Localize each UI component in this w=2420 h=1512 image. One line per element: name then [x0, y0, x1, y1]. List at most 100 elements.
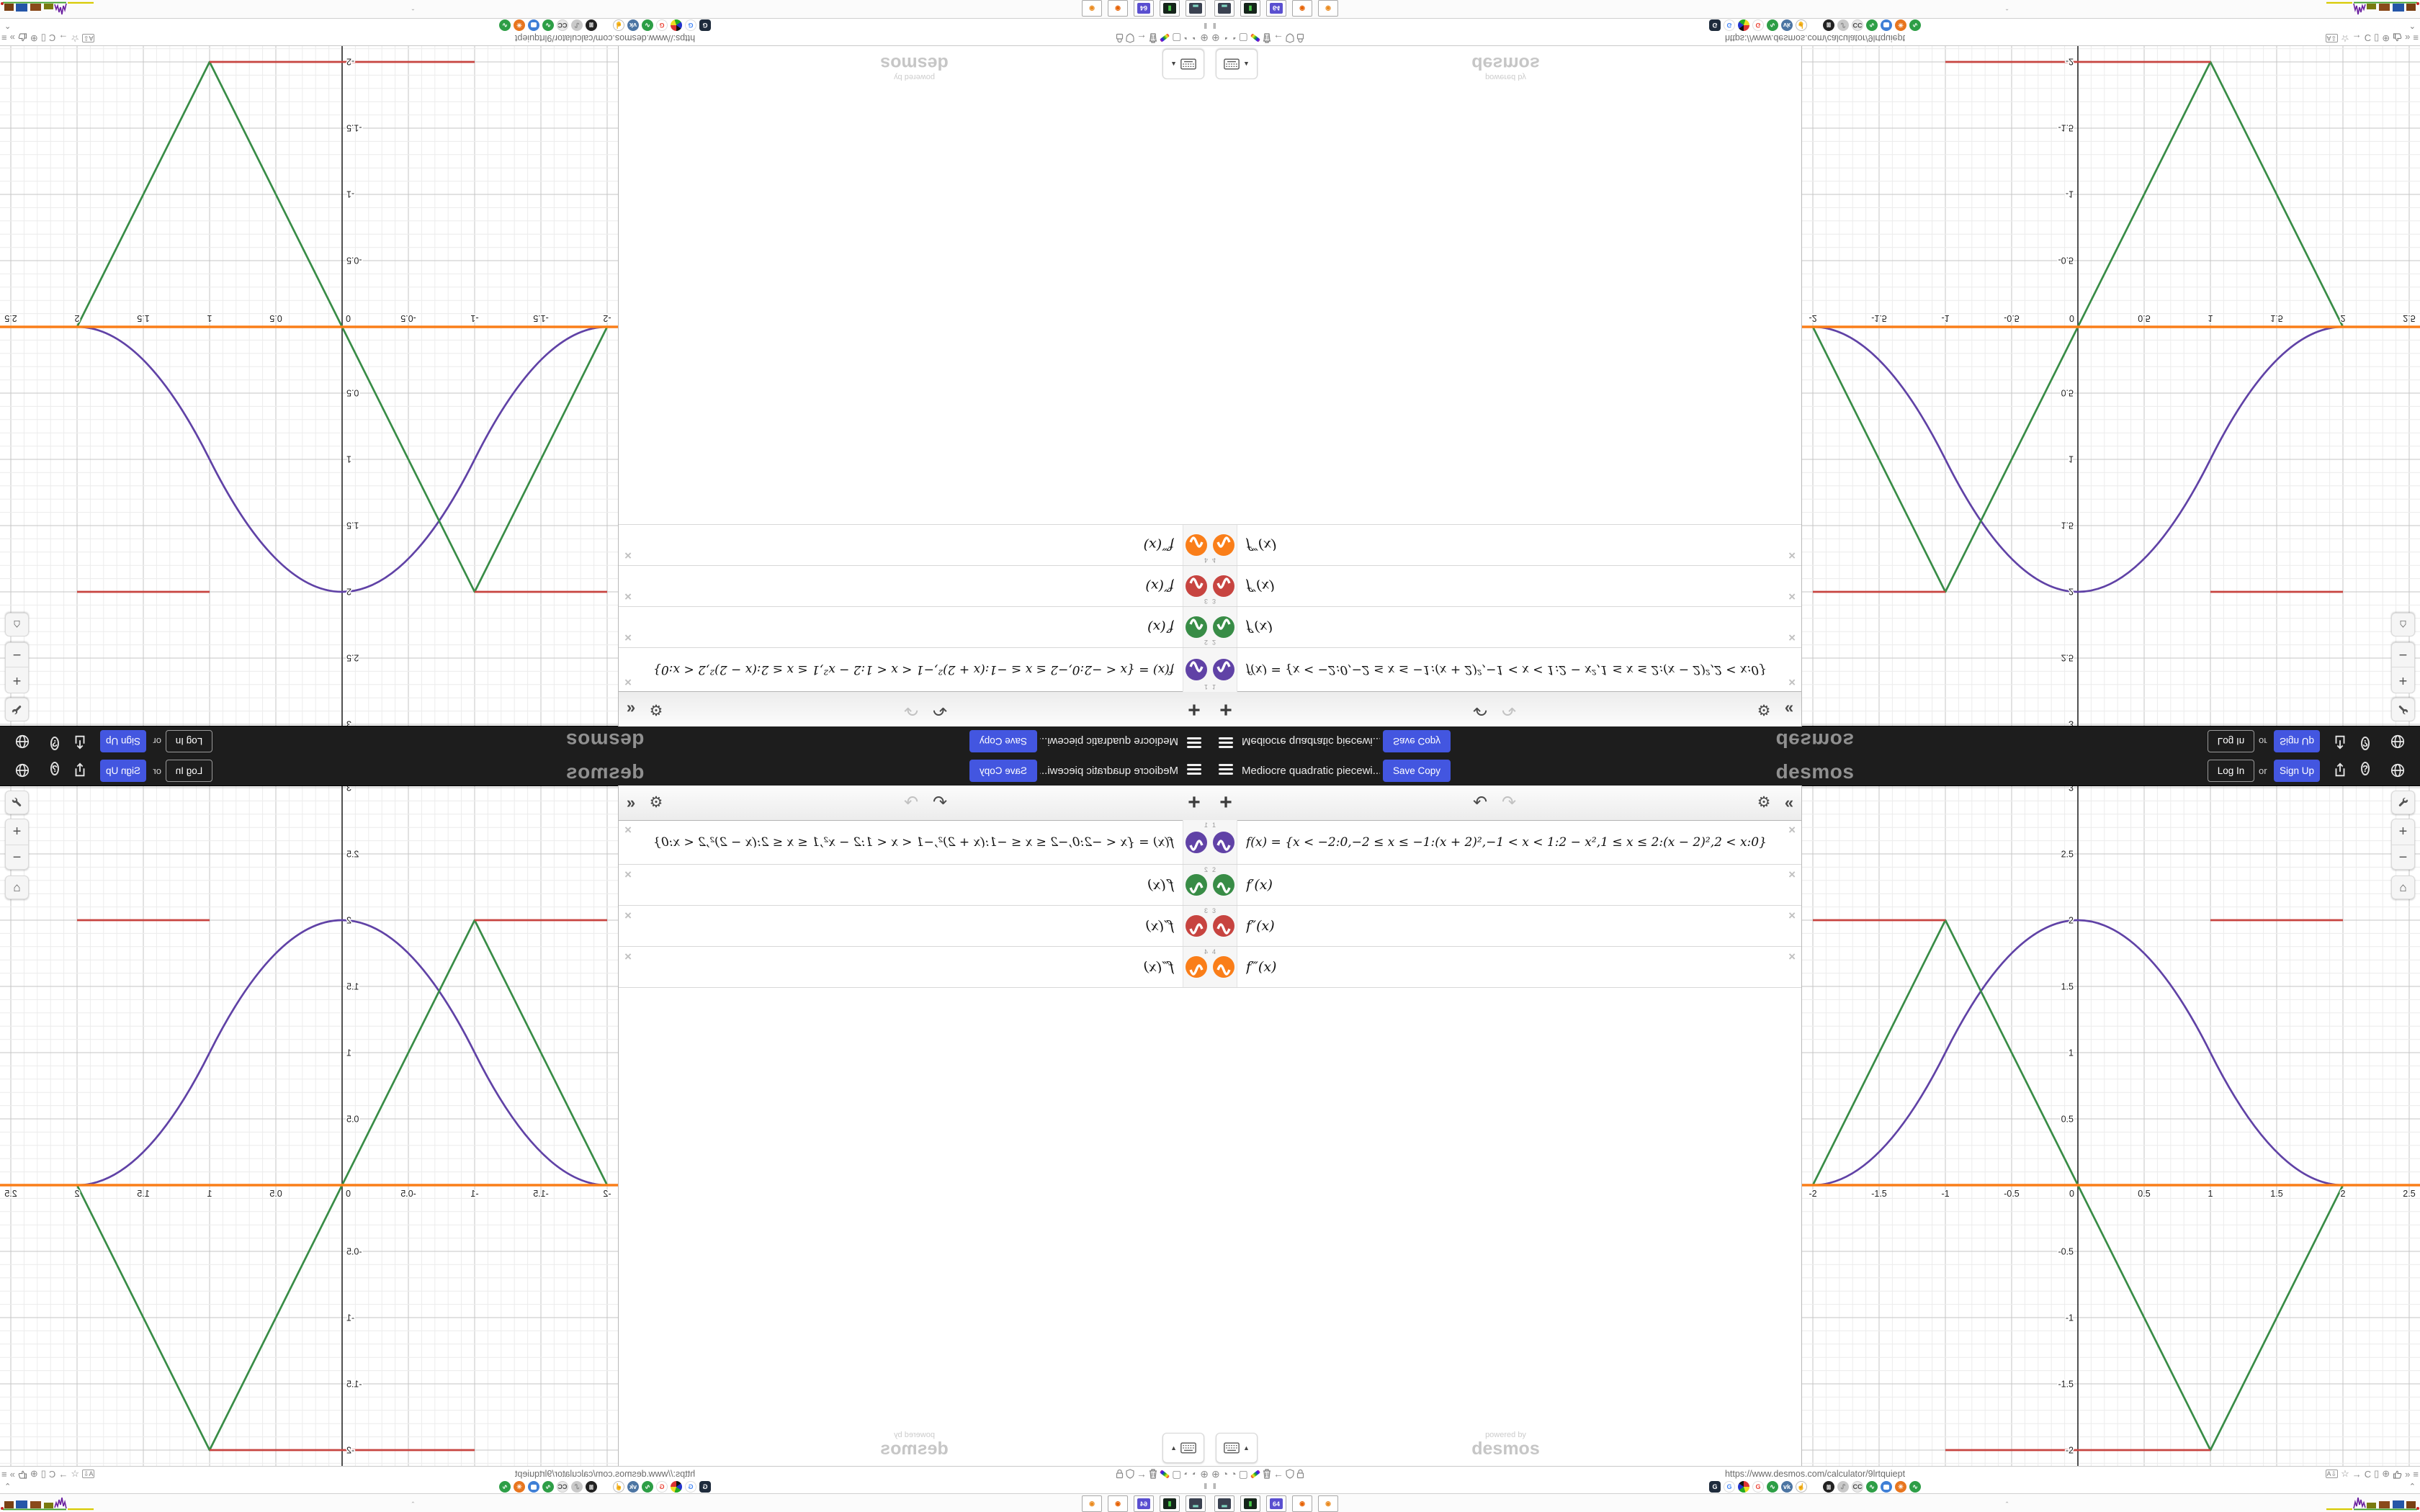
url-text[interactable]: https://www.desmos.com/calculator/9lrtqu…	[514, 1469, 696, 1479]
main-menu-icon[interactable]	[1187, 764, 1201, 775]
favicon-4[interactable]: G	[656, 1481, 668, 1493]
graph-title[interactable]: Mediocre quadratic piecewi...	[1242, 735, 1380, 747]
favicon-1[interactable]: G	[699, 19, 711, 31]
translate-icon[interactable]: A⇩	[81, 34, 95, 42]
undo-icon[interactable]: ↶	[932, 793, 948, 812]
language-globe-icon[interactable]	[2390, 732, 2407, 750]
graph-paper[interactable]: -2 -1.5 -1 -0.5 0 0.5 1 1.5 2 2.5 -2 -1.5 -1 -0.5 0.5 1…	[1802, 46, 2420, 726]
thumbs-up-icon[interactable]	[2393, 33, 2402, 43]
add-expression-button[interactable]: +	[1188, 791, 1201, 814]
site-globe-icon[interactable]: ⊕	[1211, 1468, 1220, 1480]
zoom-out-button[interactable]: −	[12, 647, 22, 662]
keypad-toggle-button[interactable]: ▲	[1216, 1433, 1258, 1463]
delete-expression-icon[interactable]: ×	[1788, 823, 1796, 837]
expression-row-2[interactable]: 2 f′(x) ×	[1210, 606, 1801, 647]
default-view-home-button[interactable]: ⌂	[2391, 876, 2415, 899]
favicon-15[interactable]: ∿	[1909, 19, 1921, 31]
taskbar-app-floppy-64[interactable]: 64	[1134, 0, 1154, 17]
menu-icon[interactable]: ≡	[1, 1468, 7, 1480]
help-icon[interactable]: ?	[50, 737, 59, 750]
zoom-out-button[interactable]: −	[2398, 850, 2408, 865]
favicon-1[interactable]: G	[1709, 19, 1721, 31]
graph-paper[interactable]: -2 -1.5 -1 -0.5 0 0.5 1 1.5 2 2.5 -2 -1.5 -1 -0.5 0.5 1…	[1802, 786, 2420, 1466]
expression-color-icon[interactable]	[1213, 956, 1234, 978]
expression-latex[interactable]: f′(x)	[1147, 877, 1174, 893]
reload-icon[interactable]: C	[2364, 32, 2372, 44]
expression-color-icon[interactable]	[1186, 956, 1207, 978]
help-icon[interactable]: ?	[50, 762, 59, 775]
expression-color-icon[interactable]	[1186, 616, 1207, 638]
favicon-13[interactable]	[1881, 19, 1892, 31]
taskbar-app-blender[interactable]: ◉	[1318, 1495, 1338, 1512]
delete-expression-icon[interactable]: ×	[624, 823, 632, 837]
favicon-4[interactable]: G	[1752, 1481, 1764, 1493]
language-globe-icon[interactable]	[2390, 762, 2407, 780]
save-copy-button[interactable]: Save Copy	[1383, 760, 1451, 782]
taskbar-app-firefox[interactable]: ◉	[1108, 0, 1128, 17]
expression-row-3[interactable]: 3 f″(x) ×	[1210, 565, 1801, 606]
favicon-12[interactable]: ∿	[542, 1481, 554, 1493]
favicon-13[interactable]	[528, 19, 539, 31]
favicon-7[interactable]: ☝	[613, 19, 624, 31]
device-icon[interactable]: ▯	[2374, 1468, 2380, 1479]
graph-settings-wrench-button[interactable]	[2391, 698, 2415, 721]
expression-latex[interactable]: f(x) = {x < −2:0,−2 ≤ x ≤ −1:(x + 2)²,−1…	[653, 834, 1174, 850]
expression-color-icon[interactable]	[1213, 575, 1234, 597]
menu-icon[interactable]: ≡	[1, 32, 7, 44]
expression-row-1[interactable]: 1 f(x) = {x < −2:0,−2 ≤ x ≤ −1:(x + 2)²,…	[1210, 647, 1801, 692]
log-in-button[interactable]: Log In	[166, 760, 212, 782]
favicon-4[interactable]: G	[656, 19, 668, 31]
zoom-in-button[interactable]: +	[6, 667, 28, 693]
bookmarks-collapse-chevron[interactable]: ⌃	[4, 1482, 12, 1491]
default-view-home-button[interactable]: ⌂	[2391, 613, 2415, 636]
delete-expression-icon[interactable]: ×	[624, 549, 632, 562]
taskbar-app-blender[interactable]: ◉	[1082, 1495, 1102, 1512]
expression-color-icon[interactable]	[1186, 831, 1207, 853]
expression-row-4[interactable]: 4 f‴(x) ×	[619, 524, 1210, 565]
bookmark-star-icon[interactable]: ☆	[71, 33, 79, 44]
taskbar-app-floppy-64[interactable]: 64	[1266, 0, 1286, 17]
expression-row-3[interactable]: 3 f″(x) ×	[1210, 906, 1801, 947]
delete-expression-icon[interactable]: ×	[1788, 590, 1796, 603]
expression-color-icon[interactable]	[1186, 575, 1207, 597]
bookmark-star-icon[interactable]: ☆	[2341, 1468, 2349, 1479]
forward-arrow-icon[interactable]: →	[58, 1468, 68, 1480]
container-folder-icon[interactable]: ▢	[1238, 1468, 1248, 1480]
delete-expression-icon[interactable]: ×	[624, 631, 632, 644]
chevrons-icon[interactable]: »	[9, 32, 15, 44]
delete-expression-icon[interactable]: ×	[624, 590, 632, 603]
expression-row-1[interactable]: 1 f(x) = {x < −2:0,−2 ≤ x ≤ −1:(x + 2)²,…	[619, 647, 1210, 692]
favicon-5[interactable]: ∿	[1767, 1481, 1778, 1493]
chevrons-icon[interactable]: »	[2405, 1468, 2411, 1480]
device-icon[interactable]: ▯	[2374, 33, 2380, 44]
translate-icon[interactable]: A⇩	[2325, 34, 2339, 42]
default-view-home-button[interactable]: ⌂	[5, 613, 29, 636]
expression-color-icon[interactable]	[1213, 534, 1234, 556]
add-expression-button[interactable]: +	[1219, 698, 1232, 721]
delete-expression-icon[interactable]: ×	[1788, 868, 1796, 881]
expression-latex[interactable]: f(x) = {x < −2:0,−2 ≤ x ≤ −1:(x + 2)²,−1…	[653, 662, 1174, 678]
zoom-out-button[interactable]: −	[12, 850, 22, 865]
favicon-9[interactable]: ⫾⫾	[586, 19, 597, 31]
expression-color-icon[interactable]	[1213, 616, 1234, 638]
tab-gauge-icon[interactable]: ◔	[1222, 1468, 1229, 1480]
expression-row-4[interactable]: 4 f‴(x) ×	[1210, 947, 1801, 988]
favicon-10[interactable]: ᔑ	[571, 19, 583, 31]
delete-expression-icon[interactable]: ×	[1788, 675, 1796, 689]
main-menu-icon[interactable]	[1219, 764, 1233, 775]
taskbar-app-firefox[interactable]: ◉	[1108, 1495, 1128, 1512]
taskbar-app-floppy-64[interactable]: 64	[1134, 1495, 1154, 1512]
tab-gauge-icon[interactable]: ◔	[1230, 1468, 1237, 1480]
url-text[interactable]: https://www.desmos.com/calculator/9lrtqu…	[1724, 33, 1906, 43]
favicon-9[interactable]: ⫾⫾	[1823, 19, 1834, 31]
expression-color-icon[interactable]	[1213, 831, 1234, 853]
favicon-7[interactable]: ☝	[1796, 19, 1807, 31]
zoom-in-button[interactable]: +	[2392, 667, 2414, 693]
trash-icon[interactable]	[1263, 1469, 1271, 1479]
expression-row-3[interactable]: 3 f″(x) ×	[619, 565, 1210, 606]
reload-icon[interactable]: C	[48, 1468, 56, 1480]
main-menu-icon[interactable]	[1187, 737, 1201, 748]
expression-latex[interactable]: f″(x)	[1246, 578, 1275, 594]
undo-icon[interactable]: ↶	[1472, 700, 1488, 719]
trash-icon[interactable]	[1263, 33, 1271, 43]
